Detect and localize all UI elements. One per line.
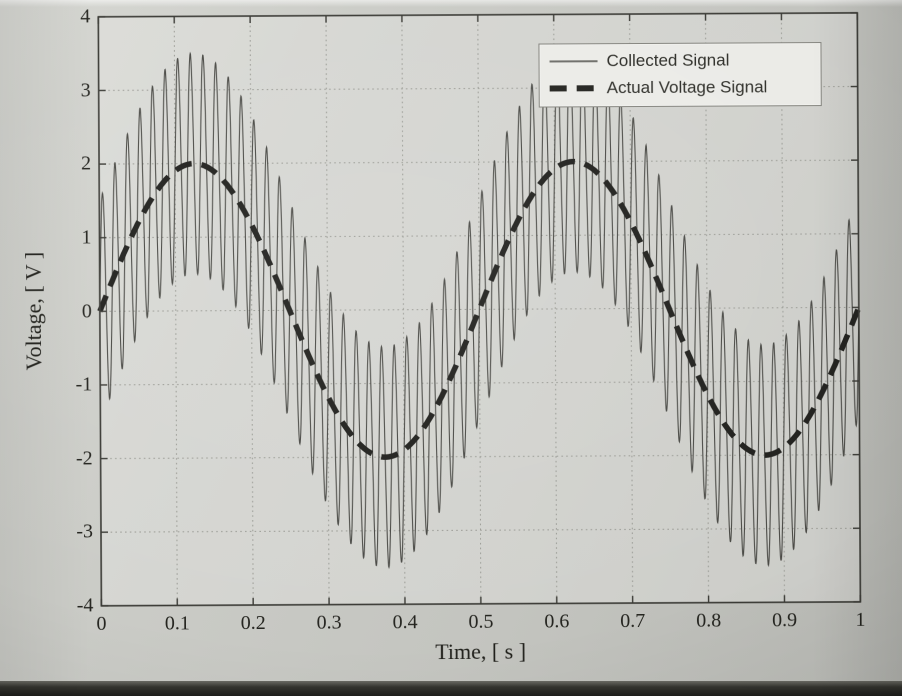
x-tick-label: 0.2 (240, 611, 266, 635)
y-tick-label: 0 (81, 299, 92, 322)
legend-item-actual-voltage-signal: Actual Voltage Signal (549, 75, 813, 100)
y-tick-label: -2 (75, 447, 93, 470)
collected-signal-line-swatch (549, 60, 598, 63)
grid-line-horizontal (100, 380, 860, 386)
legend-label-actual-voltage-signal: Actual Voltage Signal (606, 77, 768, 98)
grid-line-vertical (477, 14, 482, 604)
y-tick-label: 4 (80, 5, 91, 28)
y-tick-label: -1 (75, 373, 93, 396)
x-tick-label: 0.9 (772, 609, 798, 632)
x-tick-label: 1 (855, 608, 866, 631)
grid-line-horizontal (100, 527, 860, 533)
grid-line-horizontal (100, 454, 860, 460)
actual-voltage-signal-line (97, 158, 862, 460)
x-tick-label: 0.7 (620, 609, 646, 633)
grid-line-horizontal (99, 159, 859, 165)
x-tick-label: 0.1 (164, 612, 190, 635)
grid-line-horizontal (98, 85, 858, 91)
y-tick-label: 1 (81, 226, 92, 249)
grid-line-vertical (249, 16, 254, 606)
x-tick-label: 0.5 (468, 610, 494, 633)
legend-label-collected-signal: Collected Signal (606, 50, 730, 71)
y-tick-label: -3 (76, 520, 94, 543)
grid-line-vertical (553, 14, 558, 604)
x-tick-label: 0.4 (392, 611, 418, 634)
actual-voltage-signal-line-swatch (549, 85, 598, 92)
grid-line-vertical (629, 14, 634, 604)
legend: Collected Signal Actual Voltage Signal (538, 42, 822, 108)
x-tick-label: 0.3 (316, 611, 342, 634)
y-tick-label: 3 (80, 79, 91, 102)
x-tick-labels: 0 0.1 0.2 0.3 0.4 0.5 0.6 0.7 0.8 0.9 1 (1, 609, 902, 642)
x-tick-label: 0 (96, 612, 107, 635)
x-axis-label: Time, [ s ] (435, 638, 527, 665)
grid-line-vertical (325, 15, 330, 605)
grid-line-vertical (780, 13, 785, 603)
grid-line-horizontal (99, 233, 859, 239)
y-tick-label: 2 (81, 152, 92, 175)
grid-line-vertical (401, 15, 406, 605)
table-edge (0, 681, 902, 696)
x-tick-label: 0.6 (544, 610, 570, 633)
y-axis-label: Voltage, [ V ] (20, 251, 47, 371)
grid-line-vertical (704, 13, 710, 603)
legend-item-collected-signal: Collected Signal (549, 48, 812, 73)
x-tick-label: 0.8 (696, 609, 722, 632)
grid-line-vertical (173, 16, 178, 606)
